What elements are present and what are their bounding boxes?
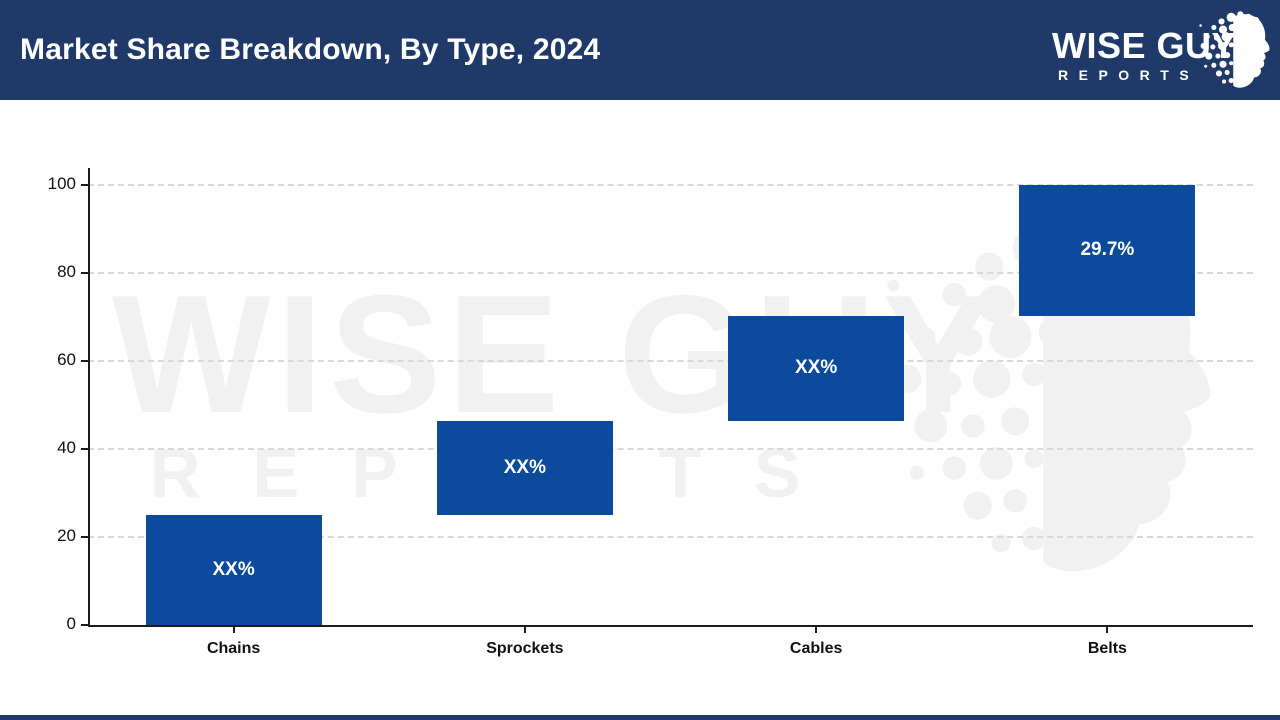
gridline-80 [88, 272, 1253, 274]
footer-bar [0, 715, 1280, 720]
y-tick-40 [81, 448, 88, 450]
y-tick-100 [81, 184, 88, 186]
y-tick-label-0: 0 [66, 614, 76, 633]
bar-cables: XX% [728, 315, 905, 421]
y-tick-label-80: 80 [57, 262, 76, 281]
y-tick-80 [81, 272, 88, 274]
x-axis-line [88, 625, 1253, 627]
gridline-20 [88, 536, 1253, 538]
header-bar: Market Share Breakdown, By Type, 2024 WI… [0, 0, 1280, 100]
y-tick-label-60: 60 [57, 350, 76, 369]
x-tick-sprockets [523, 627, 526, 633]
category-label-sprockets: Sprockets [486, 640, 564, 657]
gridline-40 [88, 448, 1253, 450]
bar-value-label-chains: XX% [212, 559, 255, 580]
bar-sprockets: XX% [436, 420, 613, 515]
logo-head-dots-icon [1199, 11, 1270, 88]
wise-guy-logo: WISE GUY REPORTS [1014, 5, 1270, 97]
y-tick-label-40: 40 [57, 438, 76, 457]
bar-value-label-sprockets: XX% [503, 456, 546, 478]
bar-chains: XX% [145, 515, 322, 625]
category-label-belts: Belts [1087, 640, 1127, 657]
x-tick-belts [1106, 627, 1109, 633]
x-tick-chains [232, 627, 235, 633]
bar-value-label-cables: XX% [795, 357, 838, 379]
x-tick-cables [815, 627, 818, 633]
category-label-chains: Chains [206, 640, 261, 657]
logo-reports-text: REPORTS [1058, 67, 1200, 83]
y-axis-line [88, 168, 90, 627]
bar-belts: 29.7% [1019, 185, 1196, 316]
bar-value-label-belts: 29.7% [1080, 239, 1135, 261]
chart-title: Market Share Breakdown, By Type, 2024 [20, 33, 601, 66]
y-tick-label-20: 20 [57, 526, 76, 545]
y-tick-0 [81, 624, 88, 626]
category-label-cables: Cables [789, 640, 843, 657]
y-tick-label-100: 100 [47, 174, 76, 193]
y-tick-60 [81, 360, 88, 362]
y-tick-20 [81, 536, 88, 538]
gridline-100 [88, 184, 1253, 186]
gridline-60 [88, 360, 1253, 362]
